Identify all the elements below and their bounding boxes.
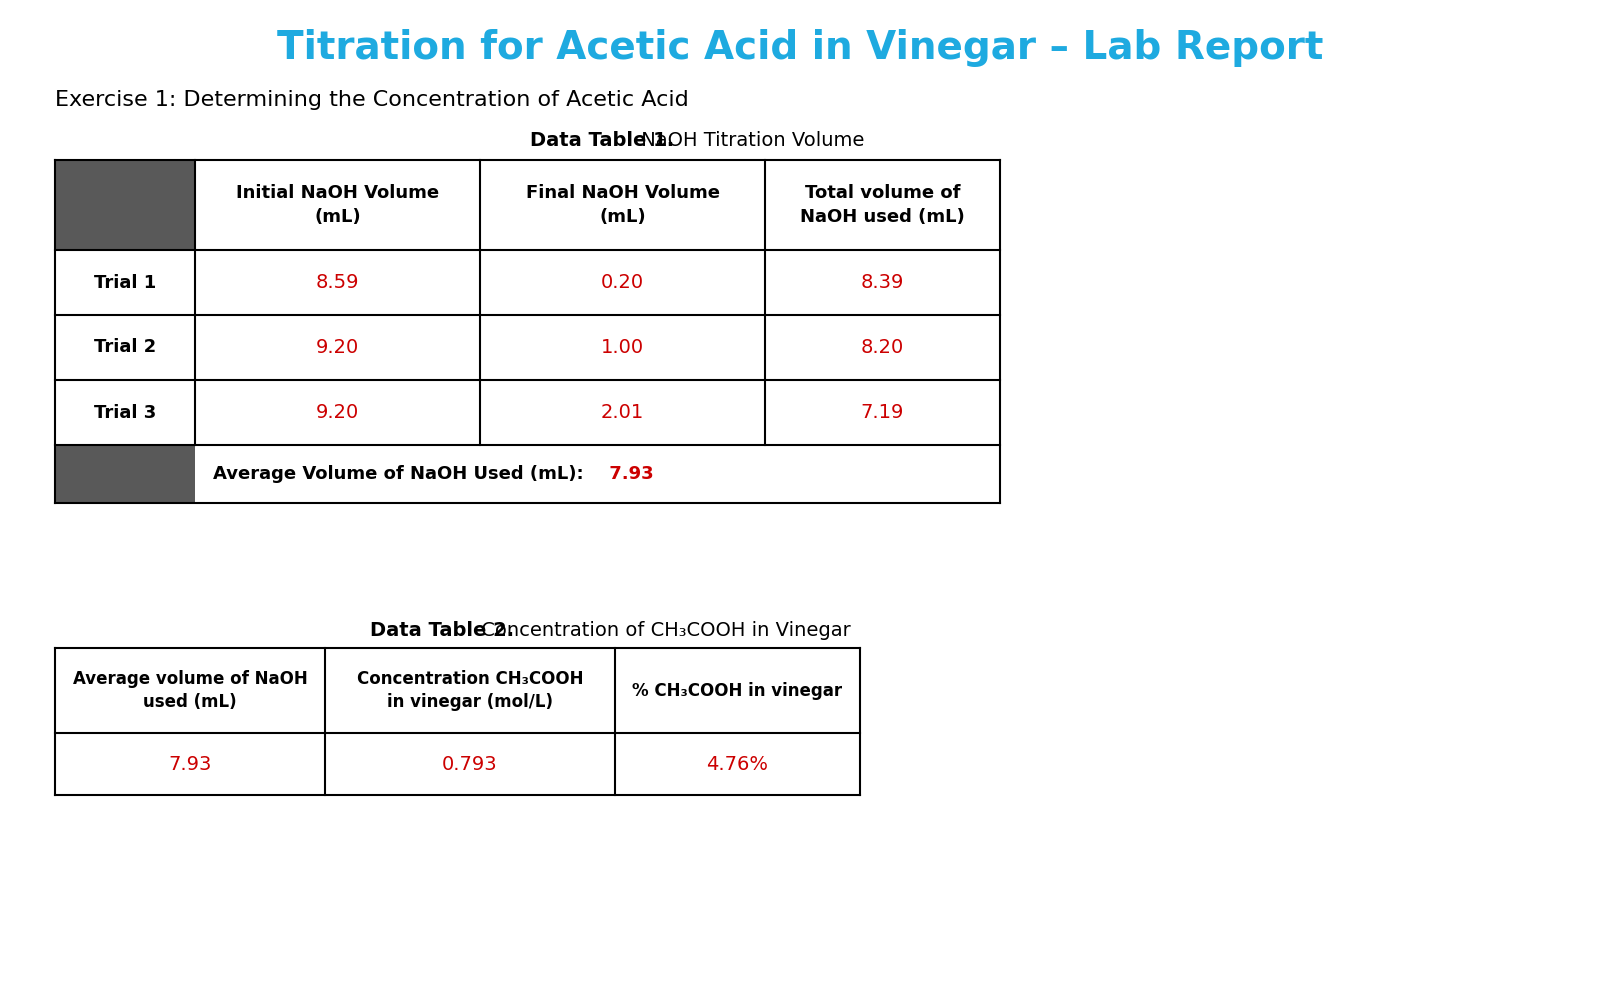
Bar (765, 160, 1000, 250)
Bar (54, 160, 195, 250)
Bar (195, 445, 1000, 503)
Text: % CH₃COOH in vinegar: % CH₃COOH in vinegar (632, 682, 843, 700)
Text: Average volume of NaOH
used (mL): Average volume of NaOH used (mL) (72, 670, 307, 711)
Bar (765, 380, 1000, 445)
Text: Concentration of CH₃COOH in Vinegar: Concentration of CH₃COOH in Vinegar (475, 620, 851, 640)
Text: Data Table 1.: Data Table 1. (530, 130, 674, 149)
Bar (54, 250, 195, 315)
Text: Trial 1: Trial 1 (94, 273, 157, 292)
Text: 9.20: 9.20 (315, 403, 358, 422)
Text: Total volume of
NaOH used (mL): Total volume of NaOH used (mL) (800, 184, 965, 226)
Bar (480, 250, 765, 315)
Bar (765, 315, 1000, 380)
Text: 4.76%: 4.76% (707, 754, 768, 774)
Text: Initial NaOH Volume
(mL): Initial NaOH Volume (mL) (235, 184, 438, 226)
Bar (54, 733, 325, 795)
Bar (614, 733, 861, 795)
Bar (195, 160, 480, 250)
Text: Average Volume of NaOH Used (mL):: Average Volume of NaOH Used (mL): (213, 465, 584, 483)
Bar (480, 160, 765, 250)
Bar (54, 445, 195, 503)
Text: 9.20: 9.20 (315, 338, 358, 357)
Text: Data Table 2.: Data Table 2. (370, 620, 514, 640)
Bar (480, 380, 765, 445)
Bar (765, 250, 1000, 315)
Text: 0.793: 0.793 (442, 754, 498, 774)
Text: NaOH Titration Volume: NaOH Titration Volume (635, 130, 864, 149)
Bar (54, 648, 325, 733)
Text: 1.00: 1.00 (602, 338, 645, 357)
Text: 2.01: 2.01 (602, 403, 645, 422)
Text: 8.39: 8.39 (861, 273, 904, 292)
Text: 8.20: 8.20 (861, 338, 904, 357)
Text: 8.59: 8.59 (315, 273, 360, 292)
Bar (195, 315, 480, 380)
Bar (325, 733, 614, 795)
Text: Titration for Acetic Acid in Vinegar – Lab Report: Titration for Acetic Acid in Vinegar – L… (277, 29, 1323, 67)
Text: 7.93: 7.93 (168, 754, 211, 774)
Bar (54, 380, 195, 445)
Bar (195, 250, 480, 315)
Text: Exercise 1: Determining the Concentration of Acetic Acid: Exercise 1: Determining the Concentratio… (54, 90, 688, 110)
Text: Concentration CH₃COOH
in vinegar (mol/L): Concentration CH₃COOH in vinegar (mol/L) (357, 670, 584, 711)
Text: 7.19: 7.19 (861, 403, 904, 422)
Bar (614, 648, 861, 733)
Text: Trial 2: Trial 2 (94, 338, 157, 357)
Text: Trial 3: Trial 3 (94, 403, 157, 422)
Bar (54, 315, 195, 380)
Bar (325, 648, 614, 733)
Bar (480, 315, 765, 380)
Text: 0.20: 0.20 (602, 273, 645, 292)
Text: 7.93: 7.93 (603, 465, 654, 483)
Text: Final NaOH Volume
(mL): Final NaOH Volume (mL) (525, 184, 720, 226)
Bar (195, 380, 480, 445)
